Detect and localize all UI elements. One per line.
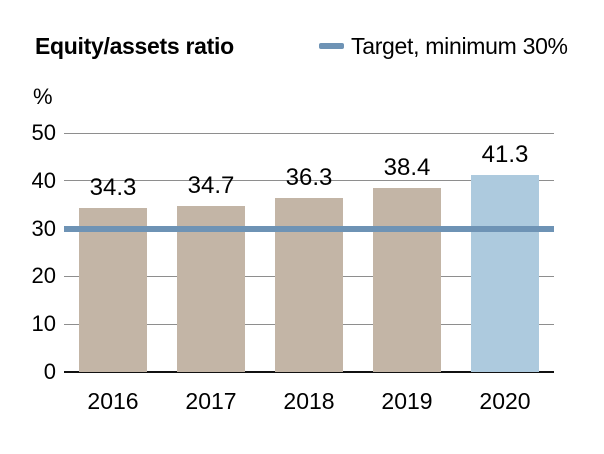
target-reference-line <box>64 225 554 232</box>
bar-2019 <box>373 188 441 372</box>
x-tick-label-2017: 2017 <box>185 388 237 414</box>
x-tick-label-2019: 2019 <box>381 388 433 414</box>
bar-value-label-2016: 34.3 <box>89 174 137 202</box>
target-line-legend-swatch <box>319 43 344 49</box>
bar-2018 <box>275 198 343 372</box>
gridline-40 <box>64 180 554 182</box>
x-tick-label-2016: 2016 <box>87 388 139 414</box>
y-tick-label-10: 10 <box>31 311 56 337</box>
y-tick-label-50: 50 <box>31 120 56 145</box>
y-tick-label-20: 20 <box>31 263 56 289</box>
gridline-50 <box>64 132 554 134</box>
target-line-legend-label: Target, minimum 30% <box>351 33 568 59</box>
chart-title: Equity/assets ratio <box>35 33 234 59</box>
bar-value-label-2017: 34.7 <box>187 172 235 200</box>
y-axis-unit-label: % <box>33 84 53 109</box>
bar-value-label-2018: 36.3 <box>285 164 333 192</box>
bar-2016 <box>79 208 147 372</box>
bar-value-label-2020: 41.3 <box>481 140 529 168</box>
bar-2020 <box>471 174 539 372</box>
x-axis-line <box>64 371 554 373</box>
bar-value-label-2019: 38.4 <box>383 154 431 182</box>
bar-2017 <box>177 206 245 372</box>
y-tick-label-40: 40 <box>31 167 56 193</box>
x-tick-label-2018: 2018 <box>283 388 335 414</box>
x-tick-label-2020: 2020 <box>479 388 531 414</box>
y-tick-label-30: 30 <box>31 215 56 241</box>
y-tick-label-0: 0 <box>43 359 56 384</box>
